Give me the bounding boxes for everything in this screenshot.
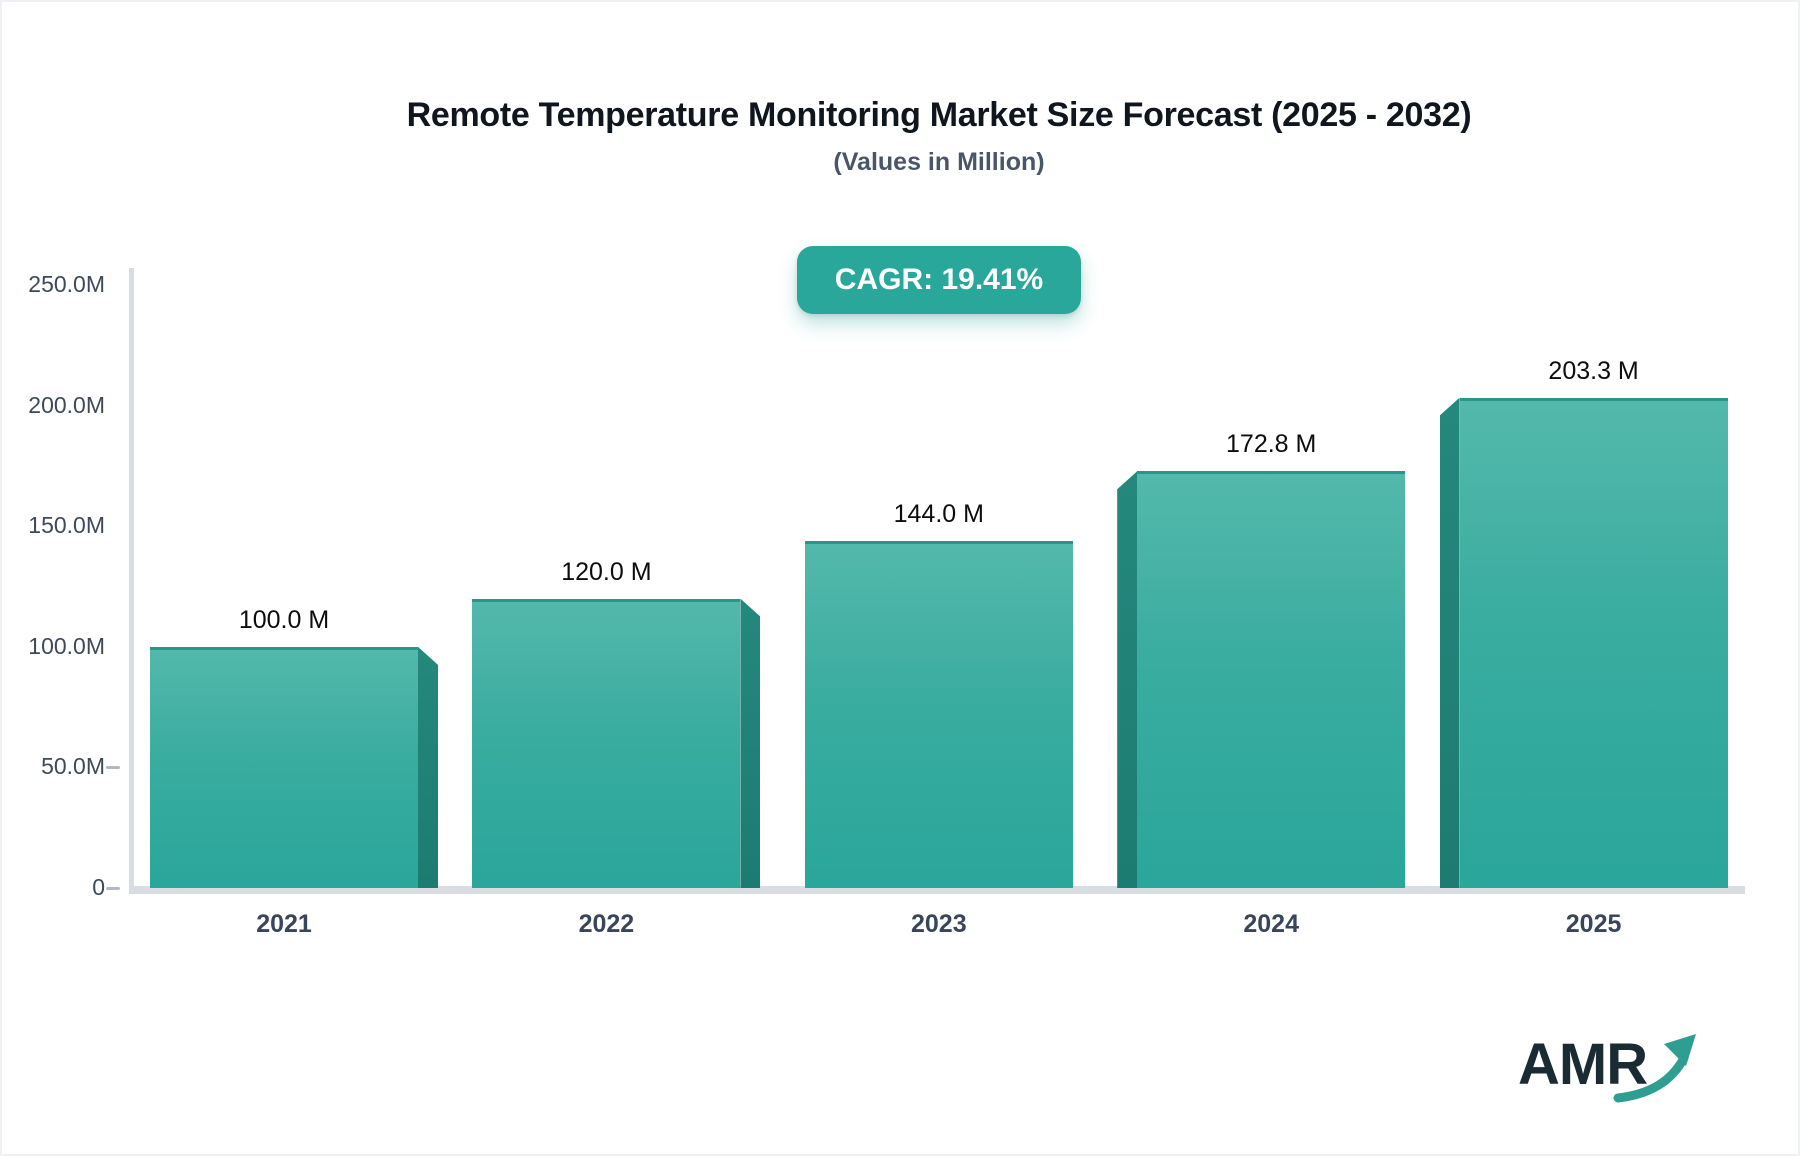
bar-group-2021: 100.0 M 2021 — [133, 285, 455, 938]
plot-area: 100.0 M 2021 120.0 M 2022 144.0 M 2023 172.8 M… — [133, 285, 1745, 938]
bar-group-2022: 120.0 M 2022 — [455, 285, 777, 938]
y-axis-tick-label: 250.0M — [28, 271, 105, 297]
bar-2024 — [1137, 471, 1406, 888]
cagr-badge: CAGR: 19.41% — [796, 246, 1082, 314]
bar-value-label: 172.8 M — [1226, 430, 1317, 459]
bar-group-2023: 144.0 M 2023 — [778, 285, 1100, 938]
bar-2023 — [804, 540, 1073, 888]
bar-group-2024: 172.8 M 2024 — [1100, 285, 1422, 938]
y-axis-line — [129, 268, 134, 894]
bar-value-label: 203.3 M — [1548, 356, 1639, 385]
chart-title: Remote Temperature Monitoring Market Siz… — [406, 96, 1472, 134]
bar-2022 — [472, 598, 741, 888]
y-axis-tick-mark — [106, 766, 120, 770]
x-axis-label: 2023 — [910, 910, 967, 938]
y-axis-tick-label: 0 — [92, 874, 105, 900]
y-axis-tick-mark — [106, 887, 120, 890]
bar-value-label: 144.0 M — [893, 499, 984, 528]
y-axis-tick-label: 50.0M — [41, 753, 105, 780]
bar-side-face — [1439, 397, 1460, 888]
bar-side-face — [740, 598, 761, 888]
cagr-badge-row: CAGR: 19.41% — [133, 246, 1745, 314]
bar-side-face — [1117, 471, 1138, 888]
y-axis-tick-label: 150.0M — [28, 512, 105, 539]
x-axis-label: 2022 — [578, 910, 635, 938]
bar-side-face — [418, 646, 438, 888]
x-axis-label: 2025 — [1565, 910, 1622, 938]
amr-logo: AMR — [1518, 1032, 1696, 1103]
y-axis-tick-label: 200.0M — [28, 391, 105, 418]
bar-2021 — [150, 646, 418, 888]
chart-subtitle: (Values in Million) — [833, 148, 1045, 176]
bar-value-label: 100.0 M — [238, 605, 330, 634]
growth-arrow-icon — [1613, 1034, 1696, 1103]
amr-logo-text: AMR — [1518, 1032, 1647, 1097]
y-axis: 250.0M 200.0M 150.0M 100.0M 50.0M 0 — [0, 0, 133, 1156]
bar-2025 — [1459, 397, 1728, 888]
bar-group-2025: 203.3 M 2025 — [1423, 285, 1745, 938]
x-axis-baseline — [129, 886, 1745, 894]
x-axis-label: 2024 — [1243, 910, 1299, 938]
bar-value-label: 120.0 M — [561, 557, 652, 586]
y-axis-tick-label: 100.0M — [28, 632, 105, 659]
x-axis-label: 2021 — [256, 910, 312, 938]
